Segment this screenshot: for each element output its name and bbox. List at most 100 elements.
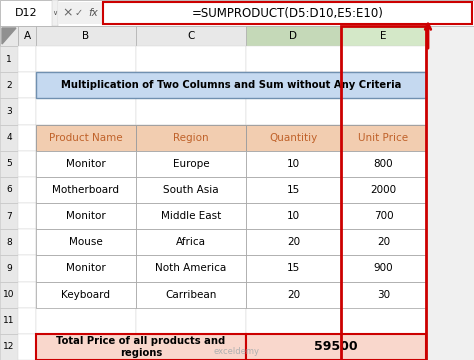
Bar — [136, 125, 246, 151]
Bar — [36, 282, 136, 308]
Bar — [0, 46, 18, 72]
Bar — [0, 203, 18, 229]
Bar — [36, 203, 136, 229]
Bar — [36, 72, 136, 98]
Text: Middle East: Middle East — [161, 211, 221, 221]
Bar — [52, 0, 58, 26]
Bar — [246, 72, 341, 98]
Text: 1: 1 — [6, 55, 12, 64]
Bar — [36, 229, 136, 255]
Bar — [136, 151, 246, 177]
Bar — [0, 72, 18, 98]
Bar — [18, 229, 36, 255]
Bar — [0, 26, 18, 46]
Bar — [36, 177, 136, 203]
Bar — [341, 229, 426, 255]
Text: Total Price of all products and
regions: Total Price of all products and regions — [56, 336, 226, 358]
Text: 5: 5 — [6, 159, 12, 168]
Bar — [0, 98, 18, 125]
Bar — [36, 308, 136, 334]
Text: D: D — [290, 31, 298, 41]
Bar — [18, 26, 36, 46]
Bar — [246, 98, 341, 125]
Text: 10: 10 — [287, 159, 300, 169]
Bar — [36, 334, 246, 360]
Bar — [0, 308, 18, 334]
Bar — [0, 282, 18, 308]
Bar — [136, 177, 246, 203]
Text: 20: 20 — [377, 237, 390, 247]
Bar — [341, 255, 426, 282]
Bar — [341, 203, 426, 229]
Text: 8: 8 — [6, 238, 12, 247]
Bar — [341, 203, 426, 229]
Bar — [246, 334, 341, 360]
Bar — [246, 255, 341, 282]
Text: 2: 2 — [6, 81, 12, 90]
Text: 10: 10 — [3, 290, 15, 299]
Text: A: A — [23, 31, 30, 41]
Text: 30: 30 — [377, 289, 390, 300]
Bar — [136, 229, 246, 255]
Bar — [103, 2, 472, 24]
Text: 11: 11 — [3, 316, 15, 325]
Text: exceldemy: exceldemy — [214, 347, 260, 356]
Text: ∨: ∨ — [53, 10, 57, 16]
Text: D12: D12 — [15, 8, 37, 18]
Bar — [341, 151, 426, 177]
Bar — [136, 72, 246, 98]
Text: Product Name: Product Name — [49, 132, 123, 143]
Text: Quantitiy: Quantitiy — [269, 132, 318, 143]
Text: 20: 20 — [287, 289, 300, 300]
Bar — [0, 0, 52, 26]
Text: fx: fx — [88, 8, 98, 18]
Bar — [58, 2, 108, 24]
Bar — [341, 46, 426, 72]
Bar — [36, 229, 136, 255]
Bar — [18, 46, 36, 72]
Bar — [36, 255, 136, 282]
Bar — [18, 177, 36, 203]
Text: 7: 7 — [6, 212, 12, 221]
Text: 15: 15 — [287, 264, 300, 273]
Bar — [136, 334, 246, 360]
Text: 2000: 2000 — [371, 185, 397, 195]
Text: 9: 9 — [6, 264, 12, 273]
Bar — [136, 98, 246, 125]
Text: Carribean: Carribean — [165, 289, 217, 300]
Text: 15: 15 — [287, 185, 300, 195]
Text: Africa: Africa — [176, 237, 206, 247]
Bar — [341, 72, 426, 98]
Bar — [0, 151, 18, 177]
Bar — [36, 98, 136, 125]
Bar — [36, 26, 136, 46]
Bar — [341, 26, 426, 360]
Bar — [0, 177, 18, 203]
Text: 59500: 59500 — [314, 341, 358, 354]
Bar — [136, 255, 246, 282]
Bar — [136, 255, 246, 282]
Bar — [246, 151, 341, 177]
Text: 20: 20 — [287, 237, 300, 247]
Bar — [136, 46, 246, 72]
Bar — [246, 282, 341, 308]
Bar — [0, 229, 18, 255]
Bar — [18, 255, 36, 282]
Text: E: E — [380, 31, 387, 41]
Bar — [341, 125, 426, 151]
Bar — [246, 125, 341, 151]
Bar — [246, 46, 341, 72]
Text: Monitor: Monitor — [66, 264, 106, 273]
Bar — [136, 282, 246, 308]
Bar — [246, 151, 341, 177]
Bar — [136, 125, 246, 151]
Bar — [136, 151, 246, 177]
Bar — [0, 125, 18, 151]
Bar — [36, 151, 136, 177]
Text: 6: 6 — [6, 185, 12, 194]
Bar — [36, 203, 136, 229]
Bar — [36, 334, 136, 360]
Bar — [18, 308, 36, 334]
Text: 4: 4 — [6, 133, 12, 142]
Bar — [246, 203, 341, 229]
